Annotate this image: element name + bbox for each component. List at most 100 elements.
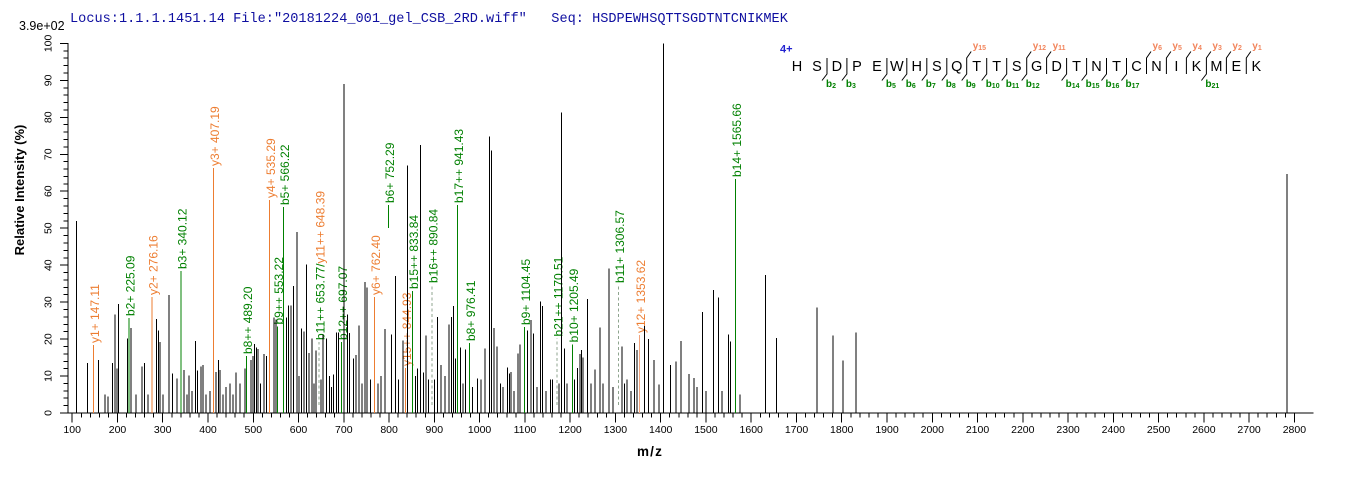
svg-text:Relative Intensity (%): Relative Intensity (%) (12, 125, 27, 256)
svg-text:b9+ 1104.45: b9+ 1104.45 (519, 258, 533, 325)
svg-text:2100: 2100 (966, 424, 990, 436)
svg-text:2600: 2600 (1192, 424, 1216, 436)
svg-text:100: 100 (63, 424, 81, 436)
svg-text:K: K (1192, 59, 1202, 75)
svg-text:20: 20 (43, 333, 55, 345)
svg-text:30: 30 (43, 296, 55, 308)
svg-text:b2+ 225.09: b2+ 225.09 (123, 255, 137, 316)
svg-text:700: 700 (335, 424, 353, 436)
svg-text:y2+ 276.16: y2+ 276.16 (146, 235, 160, 295)
svg-text:y1: y1 (1252, 41, 1262, 52)
svg-text:T: T (1072, 59, 1081, 75)
svg-text:b12++ 697.07: b12++ 697.07 (336, 266, 350, 340)
svg-text:y1+ 147.11: y1+ 147.11 (88, 284, 102, 343)
svg-text:300: 300 (154, 424, 172, 436)
svg-text:1200: 1200 (558, 424, 582, 436)
svg-text:H: H (912, 59, 922, 75)
svg-text:1000: 1000 (468, 424, 492, 436)
svg-text:b11++ 653.77/y11++ 648.39: b11++ 653.77/y11++ 648.39 (313, 191, 327, 340)
svg-text:b10+ 1205.49: b10+ 1205.49 (567, 268, 581, 342)
svg-text:b21: b21 (1205, 79, 1219, 90)
svg-text:b8+ 976.41: b8+ 976.41 (464, 280, 478, 341)
svg-text:E: E (872, 59, 882, 75)
svg-text:900: 900 (426, 424, 444, 436)
svg-text:2800: 2800 (1283, 424, 1307, 436)
svg-text:70: 70 (43, 148, 55, 160)
svg-text:I: I (1174, 59, 1178, 75)
svg-text:60: 60 (43, 185, 55, 197)
svg-text:D: D (832, 59, 842, 75)
svg-text:H: H (792, 59, 802, 75)
svg-text:2300: 2300 (1056, 424, 1080, 436)
svg-text:y6: y6 (1153, 41, 1163, 52)
svg-text:3.9e+02: 3.9e+02 (19, 19, 65, 33)
svg-text:1500: 1500 (694, 424, 718, 436)
svg-text:1800: 1800 (830, 424, 854, 436)
svg-text:M: M (1210, 59, 1222, 75)
svg-text:800: 800 (380, 424, 398, 436)
svg-text:b17++ 941.43: b17++ 941.43 (452, 129, 466, 203)
svg-text:b5: b5 (886, 79, 896, 90)
svg-text:1100: 1100 (514, 424, 537, 436)
svg-text:10: 10 (43, 370, 55, 382)
svg-text:2200: 2200 (1011, 424, 1035, 436)
svg-text:b11+ 1306.57: b11+ 1306.57 (613, 210, 627, 283)
svg-text:b6: b6 (906, 79, 916, 90)
svg-text:y5: y5 (1172, 41, 1182, 52)
svg-text:y12: y12 (1033, 41, 1046, 52)
svg-text:80: 80 (43, 111, 55, 123)
svg-text:T: T (972, 59, 981, 75)
svg-text:b8++ 489.20: b8++ 489.20 (241, 286, 255, 354)
svg-text:0: 0 (43, 410, 55, 416)
svg-text:W: W (890, 59, 904, 75)
svg-text:b16++ 890.84: b16++ 890.84 (426, 209, 440, 283)
svg-text:1300: 1300 (604, 424, 628, 436)
svg-text:2400: 2400 (1102, 424, 1126, 436)
svg-text:b3: b3 (846, 79, 856, 90)
svg-text:b9++ 553.22: b9++ 553.22 (272, 257, 286, 325)
svg-text:S: S (812, 59, 822, 75)
svg-text:200: 200 (109, 424, 127, 436)
svg-text:Q: Q (951, 59, 962, 75)
svg-text:N: N (1151, 59, 1161, 75)
svg-text:G: G (1031, 59, 1042, 75)
svg-text:400: 400 (199, 424, 217, 436)
svg-text:600: 600 (290, 424, 308, 436)
svg-text:S: S (932, 59, 942, 75)
svg-text:y4: y4 (1192, 41, 1202, 52)
svg-text:b2: b2 (826, 79, 836, 90)
svg-text:1700: 1700 (785, 424, 809, 436)
svg-text:K: K (1251, 59, 1261, 75)
svg-text:2700: 2700 (1237, 424, 1261, 436)
svg-text:b14+ 1565.66: b14+ 1565.66 (730, 103, 744, 177)
svg-text:y3+ 407.19: y3+ 407.19 (208, 106, 222, 166)
svg-text:S: S (1012, 59, 1022, 75)
svg-text:Locus:1.1.1.1451.14 File:"2018: Locus:1.1.1.1451.14 File:"20181224_001_g… (70, 12, 789, 27)
svg-text:100: 100 (43, 34, 55, 52)
svg-text:1600: 1600 (740, 424, 764, 436)
svg-text:y12+ 1353.62: y12+ 1353.62 (634, 260, 648, 333)
svg-text:2000: 2000 (921, 424, 945, 436)
svg-text:y6+ 762.40: y6+ 762.40 (369, 235, 383, 295)
svg-text:N: N (1091, 59, 1101, 75)
svg-text:b9: b9 (966, 79, 976, 90)
svg-text:500: 500 (245, 424, 263, 436)
svg-text:y4+ 535.29: y4+ 535.29 (264, 138, 278, 198)
svg-text:b12: b12 (1026, 79, 1040, 90)
svg-text:y11: y11 (1053, 41, 1066, 52)
svg-text:P: P (852, 59, 862, 75)
svg-text:T: T (992, 59, 1001, 75)
svg-text:40: 40 (43, 259, 55, 271)
svg-text:b6+ 752.29: b6+ 752.29 (383, 142, 397, 203)
svg-text:y15: y15 (973, 41, 986, 52)
svg-text:4+: 4+ (780, 44, 793, 56)
svg-text:y2: y2 (1232, 41, 1242, 52)
svg-text:b17: b17 (1126, 79, 1140, 90)
svg-text:2500: 2500 (1147, 424, 1171, 436)
svg-text:90: 90 (43, 74, 55, 86)
svg-text:b8: b8 (946, 79, 956, 90)
svg-text:1400: 1400 (649, 424, 673, 436)
svg-text:b5+ 566.22: b5+ 566.22 (278, 144, 292, 205)
svg-text:b11: b11 (1006, 79, 1020, 90)
svg-text:T: T (1112, 59, 1121, 75)
